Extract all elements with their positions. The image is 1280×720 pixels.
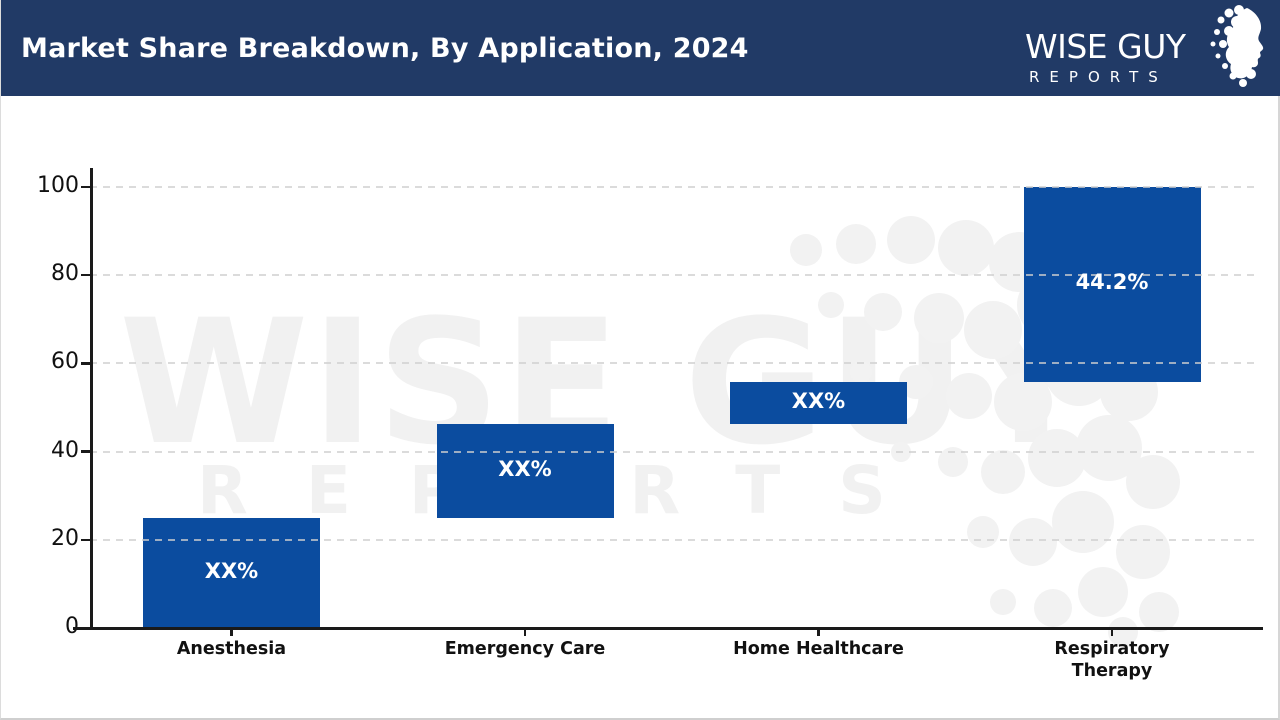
gridline-20 — [90, 538, 1255, 541]
x-tick-mark — [230, 628, 233, 636]
x-category-label: Anesthesia — [176, 639, 287, 659]
gridline-60 — [90, 362, 1255, 365]
y-tick-label: 80 — [51, 261, 79, 287]
x-tick-mark — [817, 628, 820, 636]
y-tick-label: 40 — [51, 437, 79, 463]
y-tick-label: 60 — [51, 349, 79, 375]
x-category-label: Emergency Care — [444, 639, 606, 659]
y-tick-mark — [81, 362, 90, 365]
x-category-label: Respiratory Therapy — [1054, 639, 1170, 681]
bar-value-label: XX% — [204, 559, 259, 584]
bar-respiratory-therapy — [1023, 187, 1201, 382]
gridline-80 — [90, 274, 1255, 277]
y-tick-label: 0 — [65, 614, 79, 639]
y-axis-line — [90, 168, 93, 628]
y-tick-mark — [81, 273, 90, 277]
x-axis-line — [73, 627, 1263, 630]
y-tick-label: 20 — [51, 525, 79, 551]
logo-face-dots-icon — [1210, 5, 1264, 87]
x-tick-mark — [1110, 628, 1114, 636]
bar-value-label: 44.2% — [1075, 270, 1149, 295]
wise-guy-reports-logo: WISE GUY REPORTS — [1025, 5, 1264, 87]
x-tick-mark — [523, 628, 527, 636]
logo-sub-text: REPORTS — [1029, 68, 1168, 86]
gridline-40 — [90, 450, 1255, 453]
bar-home-healthcare — [730, 381, 907, 424]
y-tick-mark — [81, 450, 90, 453]
y-tick-mark — [81, 185, 90, 189]
bar-anesthesia — [143, 518, 320, 628]
x-category-label: Home Healthcare — [733, 639, 904, 659]
bar-value-label: XX% — [498, 457, 552, 481]
y-tick-label: 100 — [37, 173, 79, 198]
logo-brand-text: WISE GUY — [1025, 27, 1187, 66]
bar-value-label: XX% — [791, 388, 846, 413]
header-bar: Market Share Breakdown, By Application, … — [1, 0, 1280, 96]
y-tick-mark — [81, 538, 90, 542]
bar-emergency-care — [436, 423, 614, 519]
gridline-100 — [90, 186, 1255, 188]
waterfall-chart: XX% XX% XX% 44.2% 0 20 40 60 80 100 Anesthesia Emer… — [1, 96, 1280, 720]
chart-title: Market Share Breakdown, By Application, … — [21, 32, 749, 64]
